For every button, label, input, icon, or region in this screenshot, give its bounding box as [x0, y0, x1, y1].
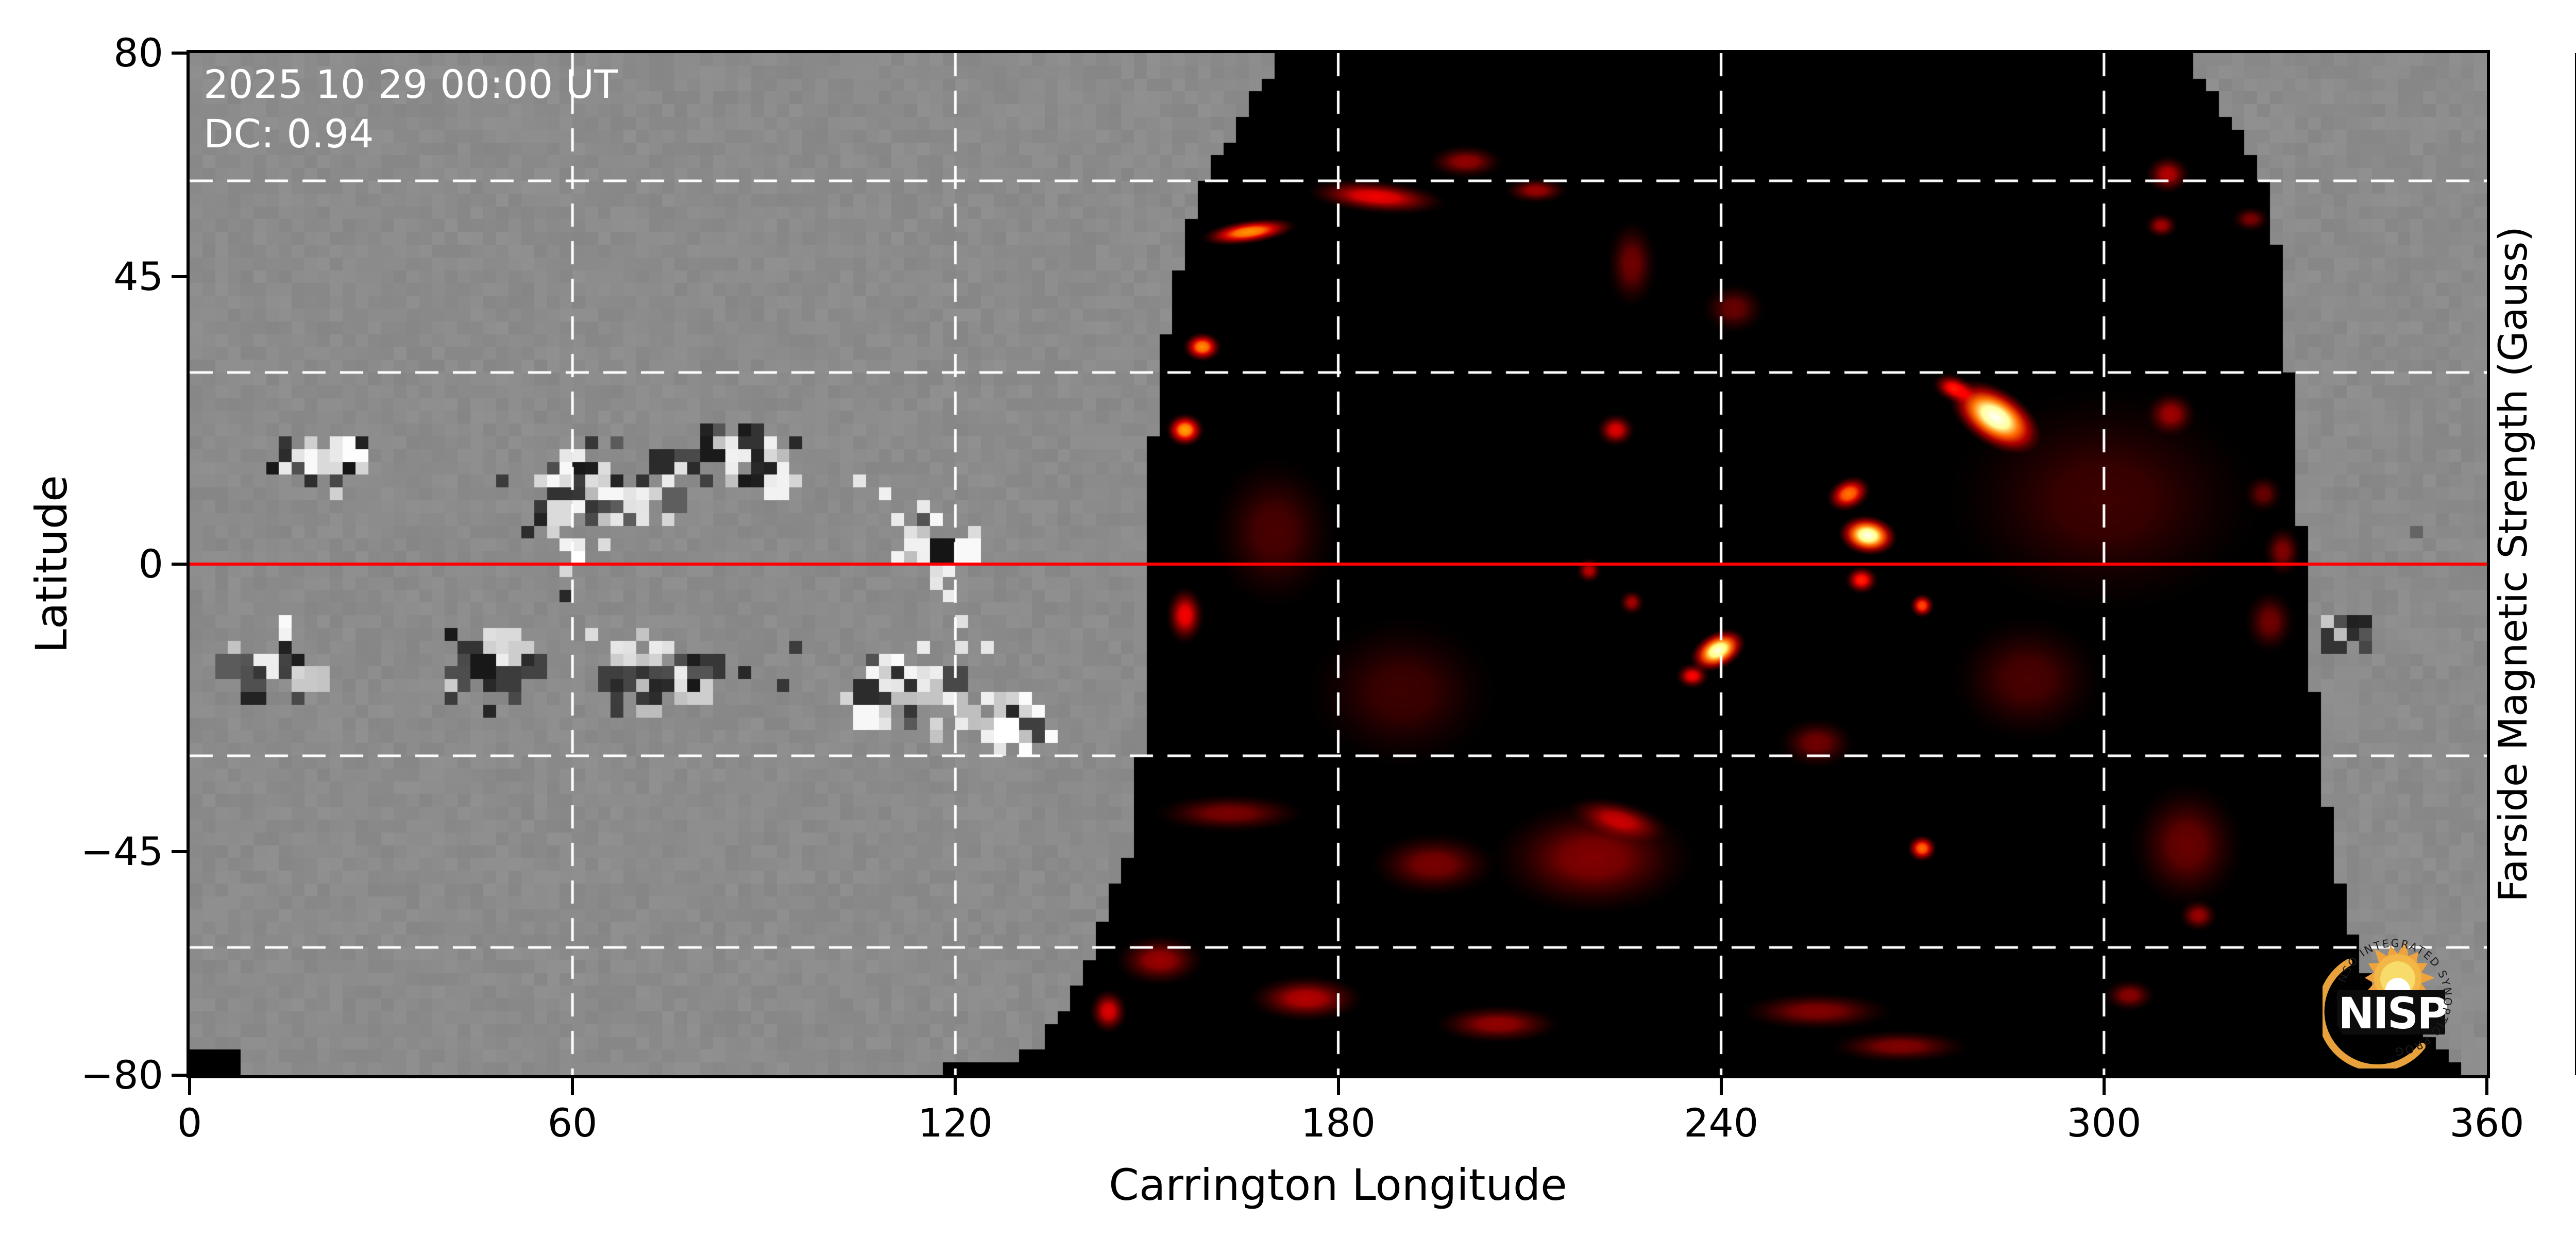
x-tick-mark — [571, 1078, 574, 1095]
farside-colorbar — [2575, 53, 2576, 1075]
nisp-logo: NISP NSO INTEGRATED SYNOPTIC PROGRAM — [2323, 926, 2453, 1069]
x-tick-label: 0 — [177, 1100, 202, 1146]
timestamp-annotation: 2025 10 29 00:00 UT DC: 0.94 — [204, 60, 618, 159]
y-tick-mark — [172, 563, 188, 566]
y-tick-label: −80 — [80, 1052, 163, 1098]
y-tick-label: −45 — [80, 828, 163, 874]
dc-value-text: DC: 0.94 — [204, 111, 374, 157]
farside-colorbar-label: Farside Magnetic Strength (Gauss) — [2490, 226, 2536, 902]
logo-white-dome — [2385, 978, 2410, 990]
x-tick-label: 120 — [918, 1100, 993, 1146]
x-tick-label: 360 — [2449, 1100, 2524, 1146]
y-tick-mark — [172, 1074, 188, 1077]
x-tick-label: 300 — [2066, 1100, 2142, 1146]
logo-ring-arc — [2323, 959, 2426, 1069]
x-tick-label: 240 — [1684, 1100, 1759, 1146]
x-tick-mark — [188, 1078, 191, 1095]
y-tick-mark — [172, 275, 188, 278]
y-tick-mark — [172, 52, 188, 55]
x-axis-label: Carrington Longitude — [1109, 1160, 1567, 1210]
x-tick-label: 180 — [1300, 1100, 1376, 1146]
x-tick-label: 60 — [547, 1100, 598, 1146]
x-tick-mark — [1719, 1078, 1723, 1095]
x-tick-mark — [954, 1078, 957, 1095]
y-tick-label: 45 — [113, 253, 163, 299]
logo-dark-band — [2337, 990, 2445, 1035]
magnetogram-map — [190, 53, 2487, 1075]
x-tick-mark — [2102, 1078, 2106, 1095]
x-tick-mark — [2485, 1078, 2488, 1095]
y-tick-mark — [172, 850, 188, 853]
y-tick-label: 80 — [113, 30, 163, 76]
timestamp-text: 2025 10 29 00:00 UT — [204, 61, 618, 107]
x-tick-mark — [1336, 1078, 1340, 1095]
y-tick-label: 0 — [138, 541, 163, 587]
logo-text: NISP — [2338, 988, 2447, 1039]
